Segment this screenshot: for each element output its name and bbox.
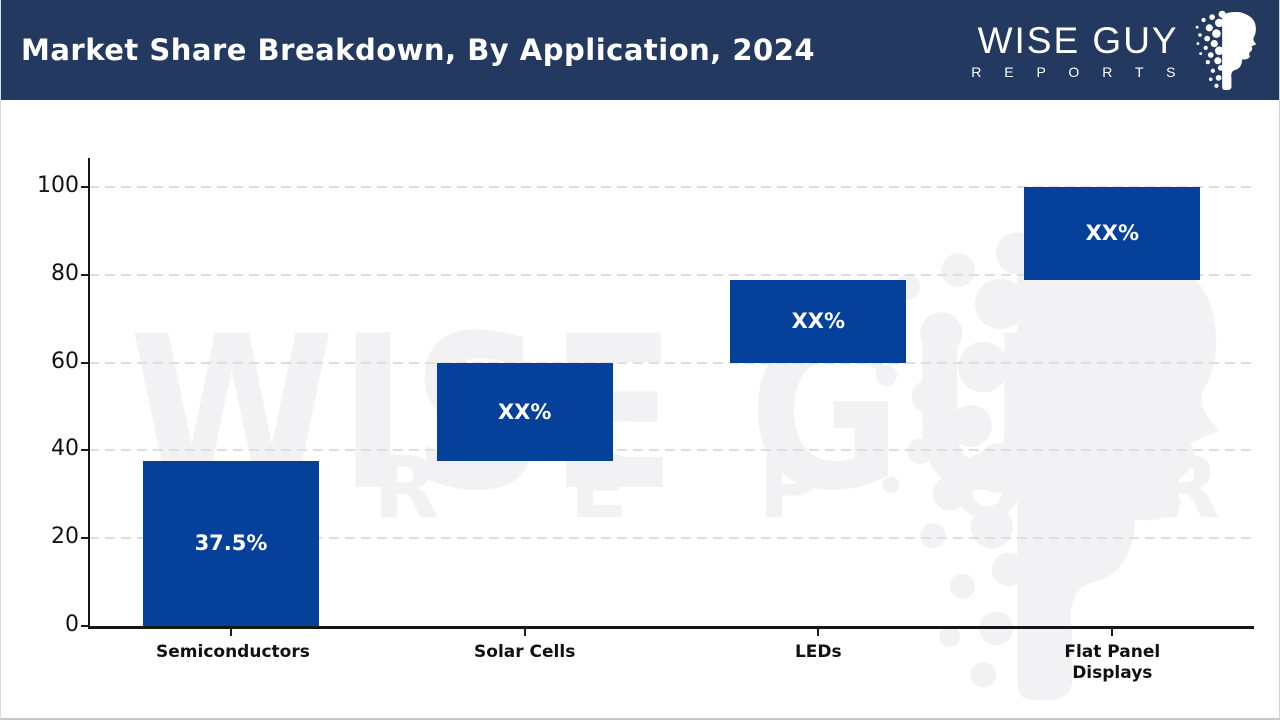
y-tick-label: 60 xyxy=(51,348,79,374)
logo-subtext: R E P O R T S xyxy=(971,63,1185,80)
gridline xyxy=(89,186,1254,188)
x-tick xyxy=(230,629,232,636)
y-tick xyxy=(81,625,89,627)
logo-wordmark: WISE GUY xyxy=(977,19,1179,61)
x-tick-label: Semiconductors xyxy=(156,642,310,662)
header: Market Share Breakdown, By Application, … xyxy=(1,0,1279,100)
wiseguy-logo: WISE GUY R E P O R T S xyxy=(971,10,1261,90)
y-tick-label: 40 xyxy=(51,436,79,462)
x-tick xyxy=(523,629,526,636)
y-tick-label: 100 xyxy=(37,173,79,198)
logo-head-icon xyxy=(1195,10,1257,90)
bar-leds: XX% xyxy=(730,280,907,363)
y-tick-label: 0 xyxy=(65,612,79,637)
gridline xyxy=(89,449,1254,452)
x-tick xyxy=(1111,629,1114,636)
y-tick xyxy=(81,273,89,276)
page-title: Market Share Breakdown, By Application, … xyxy=(21,33,816,67)
y-tick xyxy=(81,537,89,540)
x-axis-line xyxy=(89,626,1254,629)
y-tick xyxy=(81,361,89,364)
x-tick-label: LEDs xyxy=(794,642,842,662)
y-tick-label: 20 xyxy=(51,524,79,550)
bar-flat-panel-displays: XX% xyxy=(1024,187,1201,281)
x-tick-label: Flat Panel Displays xyxy=(1064,642,1161,684)
x-tick xyxy=(817,629,820,636)
y-tick-label: 80 xyxy=(51,260,79,286)
waterfall-chart: WISE GUY R E P O R T S 02040608010037.5%… xyxy=(1,100,1279,718)
bar-solar-cells: XX% xyxy=(436,362,613,462)
gridline xyxy=(89,361,1254,364)
y-tick xyxy=(81,449,89,452)
gridline xyxy=(89,273,1254,276)
y-axis-line xyxy=(88,158,90,629)
gridline xyxy=(89,537,1254,540)
bar-semiconductors: 37.5% xyxy=(143,461,319,626)
logo-text: WISE GUY R E P O R T S xyxy=(971,22,1185,79)
y-tick xyxy=(81,186,89,188)
x-tick-label: Solar Cells xyxy=(474,642,576,662)
